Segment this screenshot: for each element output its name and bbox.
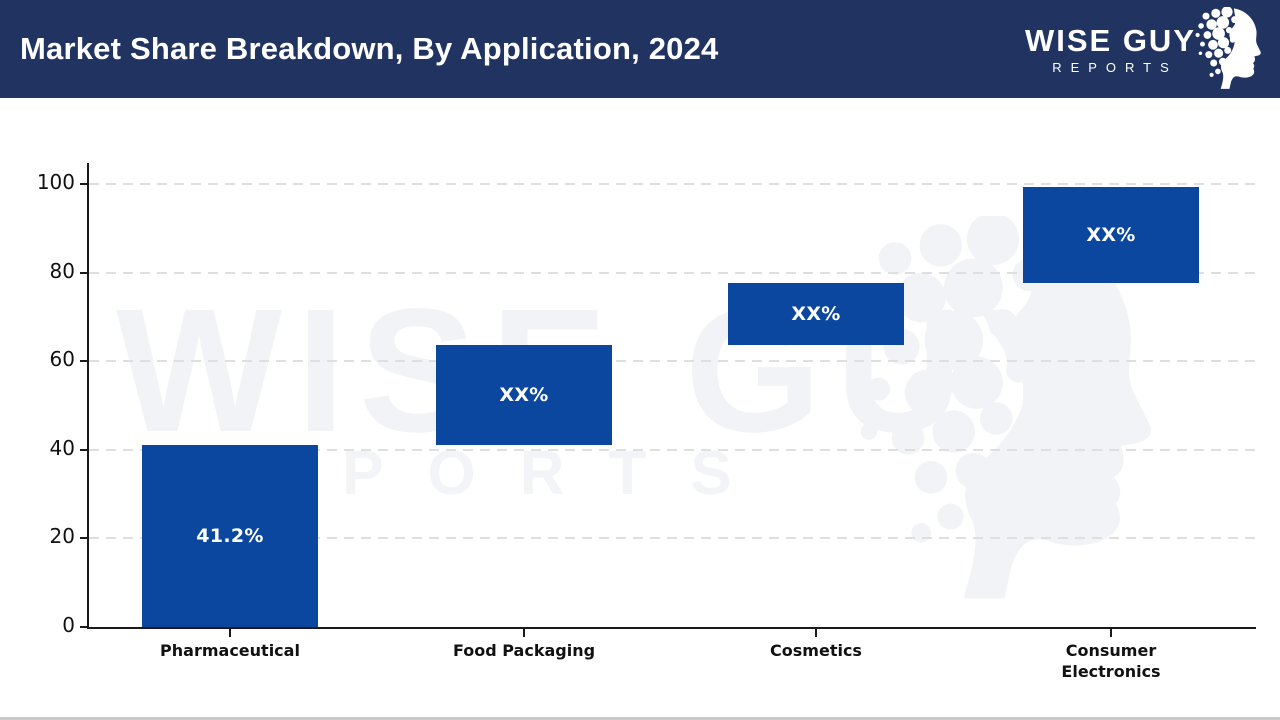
bar-pharmaceutical: 41.2% bbox=[142, 444, 318, 627]
y-tick-label: 60 bbox=[49, 347, 75, 372]
dotted-head-icon bbox=[1195, 7, 1261, 89]
y-tick-mark bbox=[80, 448, 88, 451]
bar-food-packaging: XX% bbox=[436, 344, 612, 445]
header-bar: Market Share Breakdown, By Application, … bbox=[0, 0, 1280, 98]
x-tick-mark bbox=[1110, 629, 1112, 637]
y-tick-label: 0 bbox=[62, 613, 75, 637]
x-tick-mark bbox=[815, 629, 817, 637]
page-title: Market Share Breakdown, By Application, … bbox=[20, 31, 719, 66]
y-tick-label: 40 bbox=[49, 435, 75, 460]
x-axis-line bbox=[87, 627, 1256, 629]
logo-text: WISE GUY REPORTS bbox=[1025, 25, 1196, 74]
x-category-label-cosmetics: Cosmetics bbox=[770, 641, 862, 660]
bar-value-label: XX% bbox=[791, 302, 841, 325]
logo-subtitle: REPORTS bbox=[1052, 59, 1178, 75]
y-tick-mark bbox=[80, 360, 88, 363]
logo-wordmark: WISE GUY bbox=[1024, 22, 1196, 58]
x-category-label-consumer-electronics: Consumer Electronics bbox=[1061, 641, 1161, 681]
gridline-100 bbox=[89, 183, 1256, 186]
gridline-20 bbox=[89, 537, 1256, 540]
y-tick-mark bbox=[80, 537, 88, 540]
bar-cosmetics: XX% bbox=[728, 282, 904, 345]
wiseguy-logo: WISE GUY REPORTS bbox=[1025, 7, 1266, 91]
y-tick-mark bbox=[80, 271, 88, 274]
bar-value-label: 41.2% bbox=[196, 524, 264, 547]
gridline-60 bbox=[89, 360, 1256, 363]
bar-value-label: XX% bbox=[499, 383, 549, 406]
x-tick-mark bbox=[523, 629, 525, 637]
gridline-40 bbox=[89, 448, 1256, 451]
y-tick-label: 20 bbox=[49, 524, 75, 549]
y-tick-label: 100 bbox=[36, 170, 75, 195]
y-tick-label: 80 bbox=[49, 258, 75, 283]
x-category-label-pharmaceutical: Pharmaceutical bbox=[160, 641, 300, 660]
bottom-border bbox=[0, 717, 1280, 720]
bar-value-label: XX% bbox=[1086, 223, 1136, 246]
gridline-80 bbox=[89, 271, 1256, 274]
y-tick-mark bbox=[80, 626, 88, 628]
y-axis-line bbox=[87, 163, 89, 629]
x-category-label-food-packaging: Food Packaging bbox=[452, 641, 596, 660]
x-tick-mark bbox=[229, 629, 231, 637]
bar-consumer-electronics: XX% bbox=[1023, 186, 1199, 283]
chart-area: WISE GUY REPORTS 0 20 40 60 80 100 41.2% Pharma… bbox=[0, 98, 1280, 717]
y-tick-mark bbox=[80, 183, 88, 186]
